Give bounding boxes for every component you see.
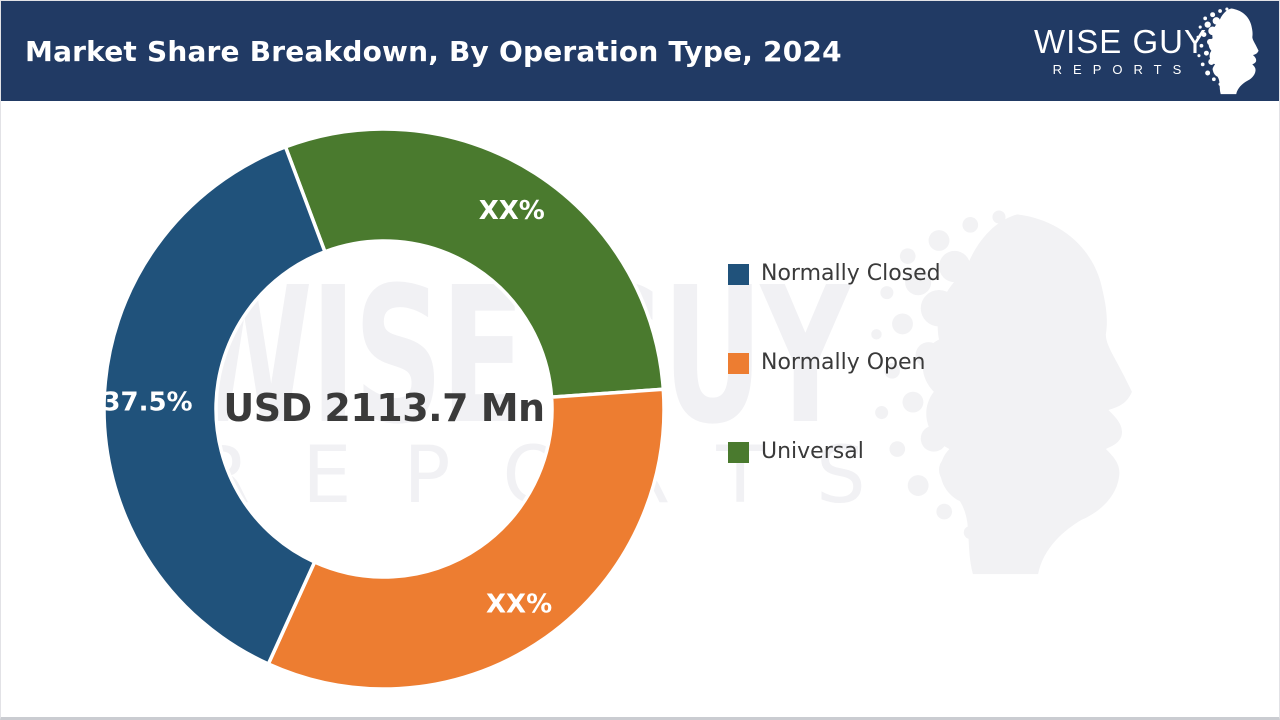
donut-segment-label: XX% xyxy=(479,196,545,226)
legend-label: Universal xyxy=(761,439,864,464)
donut-segment-normally-open xyxy=(266,387,666,691)
legend-item-normally-closed: Normally Closed xyxy=(728,263,941,285)
legend-item-universal: Universal xyxy=(728,441,941,463)
brand-subtitle: REPORTS xyxy=(1052,61,1193,77)
legend-label: Normally Closed xyxy=(761,261,941,286)
brand-logo-text: WISE GUY REPORTS xyxy=(1034,25,1207,77)
legend: Normally Closed Normally Open Universal xyxy=(728,263,941,530)
legend-swatch xyxy=(728,352,749,374)
donut-chart: XX% XX% 37.5% xyxy=(102,127,666,691)
wiseguy-face-icon xyxy=(1196,7,1259,95)
header: Market Share Breakdown, By Operation Typ… xyxy=(1,1,1279,101)
brand-name: WISE GUY xyxy=(1033,23,1207,61)
legend-item-normally-open: Normally Open xyxy=(728,352,941,374)
legend-label: Normally Open xyxy=(761,350,926,375)
brand-logo: WISE GUY REPORTS xyxy=(1034,6,1269,96)
donut-segment-label: XX% xyxy=(486,589,552,619)
legend-swatch xyxy=(728,441,749,463)
legend-swatch xyxy=(728,263,749,285)
donut-center-value: USD 2113.7 Mn xyxy=(223,386,545,430)
page-title: Market Share Breakdown, By Operation Typ… xyxy=(25,34,842,68)
donut-segment-label: 37.5% xyxy=(102,387,192,417)
donut-segment-universal xyxy=(283,127,666,400)
donut-segment-normally-closed xyxy=(102,144,328,667)
